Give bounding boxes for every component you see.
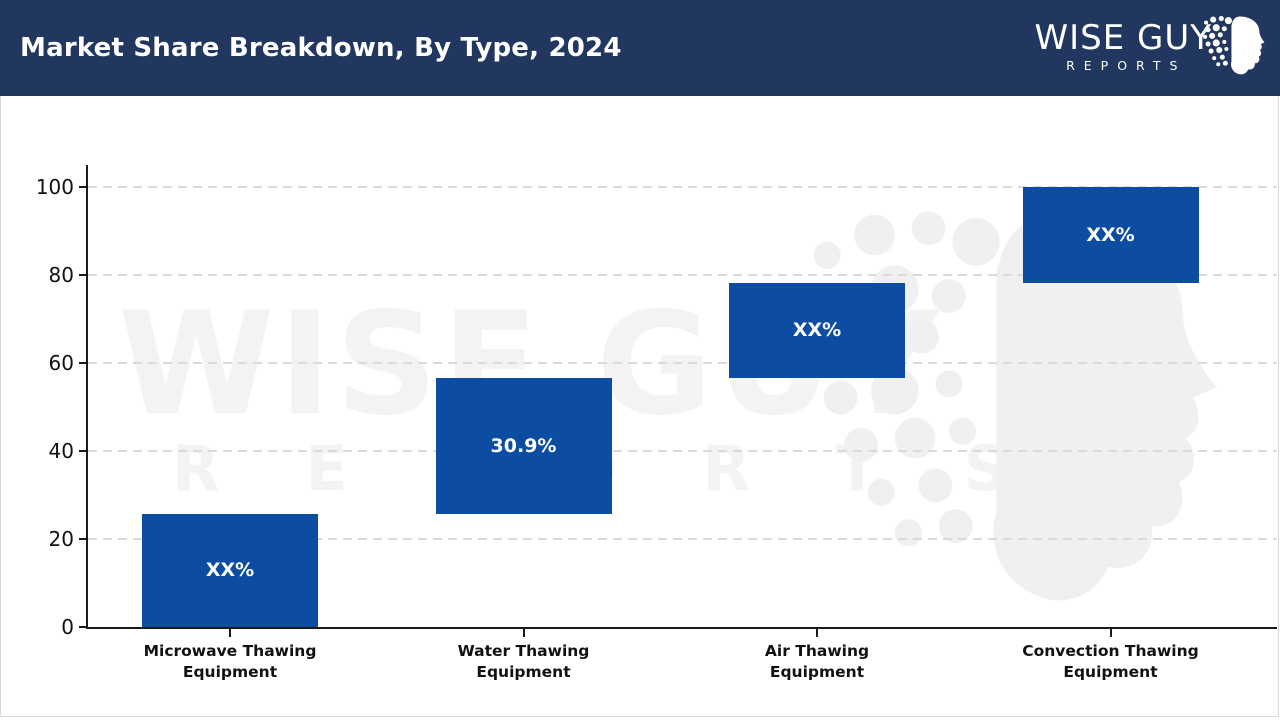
bar-value-label: XX% bbox=[1086, 223, 1135, 246]
y-tick-label: 20 bbox=[48, 527, 74, 551]
y-tick bbox=[79, 626, 87, 628]
gridline bbox=[88, 274, 1277, 276]
category-label-line: Air Thawing bbox=[764, 642, 870, 660]
logo-head-icon bbox=[1203, 16, 1265, 75]
y-tick-label: 100 bbox=[35, 175, 74, 199]
y-tick bbox=[79, 450, 87, 452]
bar-segment: XX% bbox=[142, 513, 318, 627]
gridline bbox=[88, 538, 1277, 540]
logo-subtitle: REPORTS bbox=[1066, 57, 1187, 73]
y-tick bbox=[79, 274, 87, 276]
x-tick bbox=[522, 629, 525, 637]
category-label-line: Convection Thawing bbox=[1022, 642, 1199, 660]
bar-value-label: XX% bbox=[205, 559, 255, 582]
y-tick-label: 40 bbox=[48, 439, 74, 463]
category-label-line: Equipment bbox=[1063, 663, 1158, 681]
y-axis-line bbox=[86, 165, 88, 628]
page-title: Market Share Breakdown, By Type, 2024 bbox=[20, 33, 622, 63]
category-label-line: Equipment bbox=[182, 663, 278, 681]
category-label: Microwave Thawing Equipment bbox=[95, 641, 365, 683]
y-tick-label: 80 bbox=[48, 263, 74, 287]
bar-value-label: XX% bbox=[792, 319, 842, 342]
y-tick-label: 0 bbox=[61, 615, 74, 639]
category-label-line: Microwave Thawing bbox=[143, 642, 317, 660]
logo-text: WISE GUY REPORTS bbox=[1034, 20, 1212, 73]
y-tick bbox=[79, 538, 87, 540]
gridline bbox=[88, 450, 1277, 452]
category-label-line: Water Thawing bbox=[457, 642, 590, 660]
category-label-line: Equipment bbox=[769, 663, 865, 681]
bar-segment: XX% bbox=[729, 282, 905, 378]
category-label-line: Equipment bbox=[476, 663, 571, 681]
y-tick bbox=[79, 362, 87, 364]
gridline bbox=[88, 362, 1277, 364]
x-tick bbox=[229, 629, 231, 637]
header-bar: Market Share Breakdown, By Type, 2024 WI… bbox=[0, 0, 1280, 96]
category-label: Air Thawing Equipment bbox=[682, 641, 952, 683]
bar-segment: 30.9% bbox=[435, 377, 612, 514]
gridline bbox=[88, 186, 1277, 188]
y-tick-label: 60 bbox=[48, 351, 74, 375]
x-tick bbox=[1109, 629, 1112, 637]
category-label: Water Thawing Equipment bbox=[389, 641, 659, 683]
logo-wordmark: WISE GUY bbox=[1034, 17, 1212, 58]
y-tick bbox=[79, 186, 87, 188]
wise-guy-reports-logo: WISE GUY REPORTS bbox=[1034, 8, 1268, 84]
x-tick bbox=[816, 629, 818, 637]
category-label: Convection Thawing Equipment bbox=[976, 641, 1246, 683]
bar-value-label: 30.9% bbox=[490, 434, 557, 457]
x-axis-line bbox=[86, 627, 1277, 629]
bar-segment: XX% bbox=[1022, 187, 1199, 283]
